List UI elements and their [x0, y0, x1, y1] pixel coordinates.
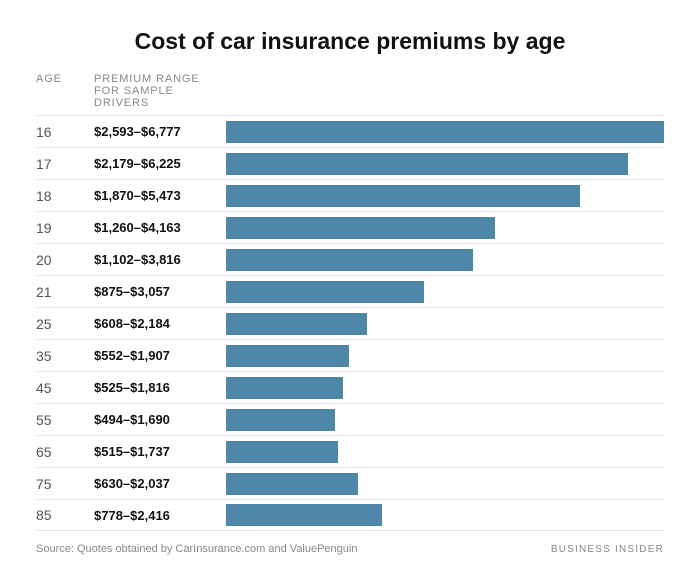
table-row: 19$1,260–$4,163: [36, 211, 664, 243]
range-cell: $552–$1,907: [94, 348, 226, 363]
bar: [226, 377, 343, 399]
table-row: 45$525–$1,816: [36, 371, 664, 403]
header-range: PREMIUM RANGE FOR SAMPLE DRIVERS: [94, 73, 226, 109]
bar-cell: [226, 404, 664, 435]
bar-cell: [226, 308, 664, 339]
age-cell: 17: [36, 156, 94, 172]
range-cell: $2,179–$6,225: [94, 156, 226, 171]
bar-cell: [226, 244, 664, 275]
range-cell: $778–$2,416: [94, 508, 226, 523]
table-row: 65$515–$1,737: [36, 435, 664, 467]
table-row: 18$1,870–$5,473: [36, 179, 664, 211]
table-row: 55$494–$1,690: [36, 403, 664, 435]
range-cell: $630–$2,037: [94, 476, 226, 491]
bar: [226, 281, 424, 303]
bar-cell: [226, 276, 664, 307]
bar: [226, 121, 664, 143]
bar-cell: [226, 212, 664, 243]
table-row: 21$875–$3,057: [36, 275, 664, 307]
header-age: AGE: [36, 73, 94, 109]
column-headers: AGE PREMIUM RANGE FOR SAMPLE DRIVERS: [36, 73, 664, 115]
bar: [226, 473, 358, 495]
age-cell: 65: [36, 444, 94, 460]
age-cell: 20: [36, 252, 94, 268]
range-cell: $494–$1,690: [94, 412, 226, 427]
bar-cell: [226, 372, 664, 403]
age-cell: 45: [36, 380, 94, 396]
bar-cell: [226, 340, 664, 371]
data-rows: 16$2,593–$6,77717$2,179–$6,22518$1,870–$…: [36, 115, 664, 531]
age-cell: 18: [36, 188, 94, 204]
range-cell: $2,593–$6,777: [94, 124, 226, 139]
bar: [226, 409, 335, 431]
bar-cell: [226, 180, 664, 211]
range-cell: $525–$1,816: [94, 380, 226, 395]
range-cell: $875–$3,057: [94, 284, 226, 299]
bar-cell: [226, 116, 664, 147]
age-cell: 16: [36, 124, 94, 140]
age-cell: 35: [36, 348, 94, 364]
bar: [226, 249, 473, 271]
bar: [226, 217, 495, 239]
table-row: 25$608–$2,184: [36, 307, 664, 339]
bar: [226, 345, 349, 367]
age-cell: 55: [36, 412, 94, 428]
age-cell: 21: [36, 284, 94, 300]
chart-footer: Source: Quotes obtained by CarInsurance.…: [0, 531, 700, 555]
table-row: 16$2,593–$6,777: [36, 115, 664, 147]
table-row: 75$630–$2,037: [36, 467, 664, 499]
bar: [226, 153, 628, 175]
bar: [226, 313, 367, 335]
table-row: 17$2,179–$6,225: [36, 147, 664, 179]
bar: [226, 185, 580, 207]
bar-cell: [226, 148, 664, 179]
table-row: 35$552–$1,907: [36, 339, 664, 371]
chart-title: Cost of car insurance premiums by age: [36, 28, 664, 55]
header-bar-spacer: [226, 73, 664, 109]
bar-cell: [226, 468, 664, 499]
age-cell: 85: [36, 507, 94, 523]
bar-cell: [226, 436, 664, 467]
bar-cell: [226, 500, 664, 530]
age-cell: 75: [36, 476, 94, 492]
range-cell: $608–$2,184: [94, 316, 226, 331]
range-cell: $1,870–$5,473: [94, 188, 226, 203]
table-row: 20$1,102–$3,816: [36, 243, 664, 275]
chart-container: Cost of car insurance premiums by age AG…: [0, 0, 700, 531]
source-text: Source: Quotes obtained by CarInsurance.…: [36, 543, 357, 555]
bar: [226, 504, 382, 526]
range-cell: $1,102–$3,816: [94, 252, 226, 267]
range-cell: $1,260–$4,163: [94, 220, 226, 235]
age-cell: 19: [36, 220, 94, 236]
bar: [226, 441, 338, 463]
range-cell: $515–$1,737: [94, 444, 226, 459]
age-cell: 25: [36, 316, 94, 332]
brand-label: BUSINESS INSIDER: [551, 544, 664, 555]
table-row: 85$778–$2,416: [36, 499, 664, 531]
